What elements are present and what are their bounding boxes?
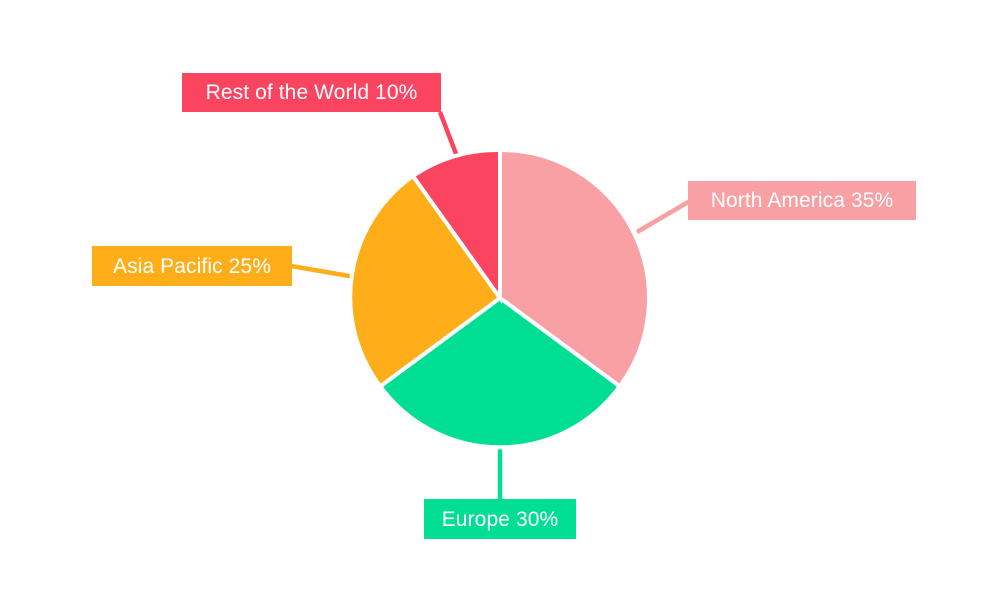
leader-line-asia-pacific (290, 263, 356, 280)
pie-slice-asia-pacific[interactable] (348, 173, 503, 390)
pie-slice-europe[interactable] (377, 295, 623, 450)
data-label-north-america: North America 35% (688, 181, 916, 220)
pie-slice-rest-of-world[interactable] (410, 147, 502, 305)
data-label-asia-pacific: Asia Pacific 25% (92, 246, 292, 286)
leader-line-north-america (635, 199, 692, 234)
pie-slice-north-america[interactable] (498, 147, 651, 390)
data-label-europe: Europe 30% (424, 499, 576, 539)
leader-line-rest-of-world (437, 111, 461, 160)
pie-slices (348, 147, 651, 450)
data-label-rest-of-world: Rest of the World 10% (182, 73, 441, 112)
